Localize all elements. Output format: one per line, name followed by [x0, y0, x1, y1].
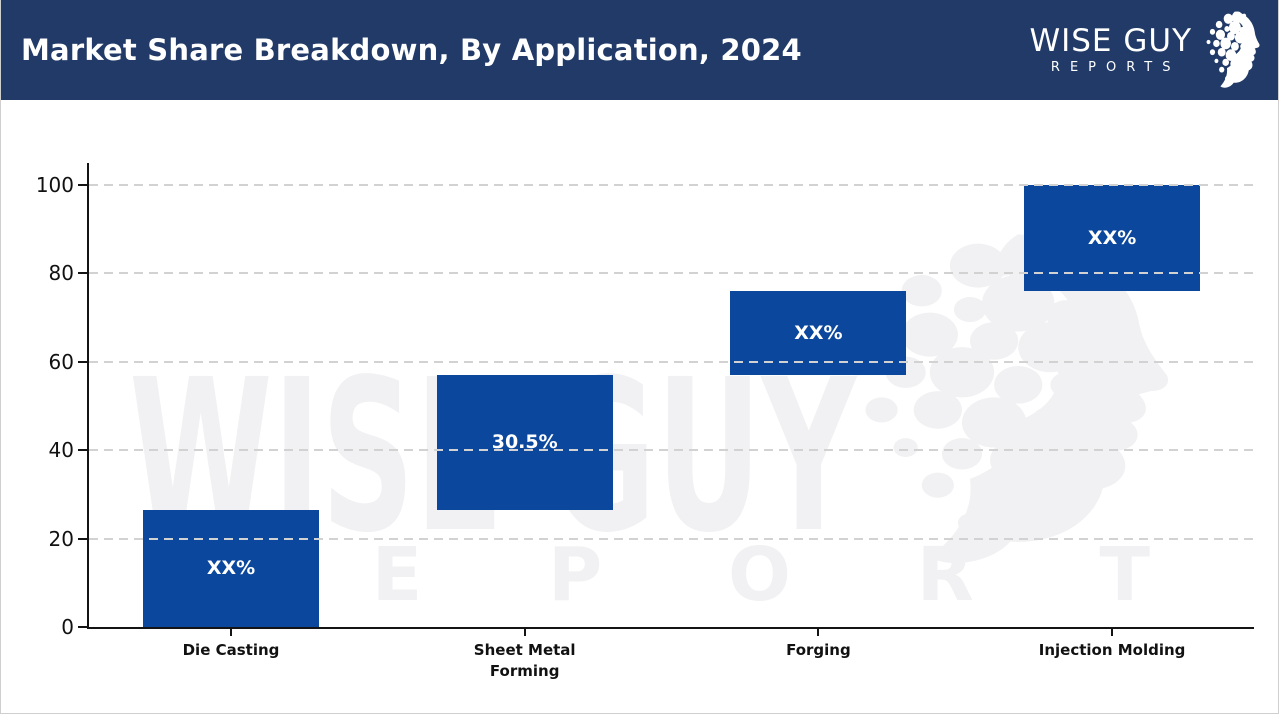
watermark-subtitle: R E P O R T S — [189, 532, 1279, 618]
x-tick-2 — [817, 629, 820, 636]
logo-subtitle: REPORTS — [1050, 60, 1181, 75]
logo-text: WISE GUY REPORTS — [1029, 23, 1192, 75]
y-tick-label-40: 40 — [48, 438, 74, 463]
y-tick-label-20: 20 — [48, 526, 74, 551]
y-tick-0 — [78, 626, 87, 628]
x-category-label-line: Forming — [489, 662, 560, 680]
y-tick-label-80: 80 — [48, 261, 74, 286]
y-tick-label-60: 60 — [48, 349, 74, 374]
gridline-y40 — [89, 449, 1254, 452]
bar-value-label: 30.5% — [491, 431, 558, 454]
y-tick-80 — [78, 272, 87, 275]
y-axis-spine — [87, 163, 89, 629]
bar-value-label: XX% — [794, 322, 843, 345]
wiseguy-logo: WISE GUY REPORTS — [1029, 10, 1260, 90]
y-tick-20 — [78, 537, 87, 540]
x-category-label-0: Die Casting — [121, 640, 341, 661]
x-tick-1 — [523, 629, 526, 636]
bar-value-label: XX% — [206, 557, 256, 580]
bar-injection-molding: XX% — [1024, 185, 1201, 292]
y-tick-100 — [78, 184, 87, 186]
header-banner: Market Share Breakdown, By Application, … — [1, 0, 1278, 100]
x-tick-3 — [1111, 629, 1114, 636]
gridline-y60 — [89, 360, 1254, 363]
logo-wordmark: WISE GUY — [1029, 23, 1192, 59]
bar-value-label: XX% — [1087, 227, 1137, 250]
logo-face-icon — [1194, 10, 1260, 90]
x-category-label-2: Forging — [708, 640, 928, 661]
x-category-label-3: Injection Molding — [1002, 640, 1222, 661]
y-tick-label-0: 0 — [61, 615, 74, 639]
y-tick-label-100: 100 — [35, 173, 74, 197]
x-category-label-line: Forging — [786, 641, 851, 659]
x-category-label-line: Injection Molding — [1038, 641, 1186, 659]
plot-area: WISE GUY R E P O R T S XX% 30.5% XX% XX% 0 20… — [1, 100, 1279, 713]
y-tick-60 — [78, 360, 87, 363]
bar-sheet-metal-forming: 30.5% — [436, 375, 613, 510]
gridline-y20 — [89, 537, 1254, 540]
y-tick-40 — [78, 449, 87, 452]
x-category-label-1: Sheet Metal Forming — [415, 640, 635, 682]
gridline-y80 — [89, 272, 1254, 275]
x-category-label-line: Die Casting — [182, 641, 280, 659]
x-category-label-line: Sheet Metal — [473, 641, 576, 659]
gridline-y100 — [89, 184, 1254, 186]
x-axis-spine — [87, 627, 1254, 629]
x-tick-0 — [230, 629, 232, 636]
bar-die-casting: XX% — [143, 509, 319, 627]
chart-title: Market Share Breakdown, By Application, … — [21, 33, 802, 67]
